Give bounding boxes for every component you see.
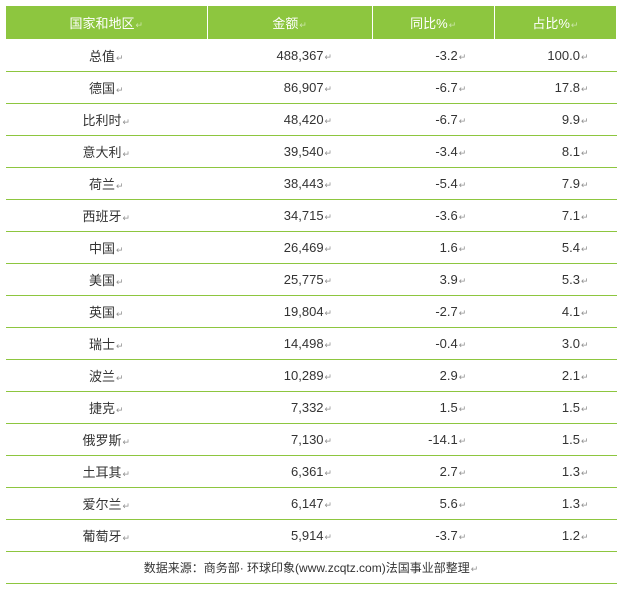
cell: 26,469↵ [207,232,372,264]
cell: 2.1↵ [494,360,616,392]
table-row: 葡萄牙↵5,914↵-3.7↵1.2↵ [6,520,617,552]
cell: 瑞士↵ [6,328,208,360]
cell: 爱尔兰↵ [6,488,208,520]
cell: 波兰↵ [6,360,208,392]
cell: 19,804↵ [207,296,372,328]
cell: 美国↵ [6,264,208,296]
cell: 1.6↵ [372,232,494,264]
cell: 86,907↵ [207,72,372,104]
cell: 1.5↵ [494,424,616,456]
table-row: 荷兰↵38,443↵-5.4↵7.9↵ [6,168,617,200]
table-header: 国家和地区↵金额↵同比%↵占比%↵ [6,6,617,40]
cell: 俄罗斯↵ [6,424,208,456]
cell: 1.3↵ [494,456,616,488]
cell: 中国↵ [6,232,208,264]
cell: 9.9↵ [494,104,616,136]
table-body: 总值↵488,367↵-3.2↵100.0↵德国↵86,907↵-6.7↵17.… [6,40,617,552]
cell: 1.3↵ [494,488,616,520]
table-row: 捷克↵7,332↵1.5↵1.5↵ [6,392,617,424]
cell: 2.7↵ [372,456,494,488]
cell: 5.6↵ [372,488,494,520]
cell: 1.5↵ [372,392,494,424]
cell: -6.7↵ [372,104,494,136]
cell: 38,443↵ [207,168,372,200]
col-header-1: 金额↵ [207,6,372,40]
cell: -6.7↵ [372,72,494,104]
table-row: 美国↵25,775↵3.9↵5.3↵ [6,264,617,296]
table-row: 中国↵26,469↵1.6↵5.4↵ [6,232,617,264]
data-table: 国家和地区↵金额↵同比%↵占比%↵ 总值↵488,367↵-3.2↵100.0↵… [5,5,617,584]
cell: 39,540↵ [207,136,372,168]
cell: 5.3↵ [494,264,616,296]
cell: 西班牙↵ [6,200,208,232]
cell: 7.1↵ [494,200,616,232]
col-header-2: 同比%↵ [372,6,494,40]
cell: 葡萄牙↵ [6,520,208,552]
cell: 4.1↵ [494,296,616,328]
table-row: 波兰↵10,289↵2.9↵2.1↵ [6,360,617,392]
cell: 7.9↵ [494,168,616,200]
cell: 土耳其↵ [6,456,208,488]
table-row: 德国↵86,907↵-6.7↵17.8↵ [6,72,617,104]
cell: 25,775↵ [207,264,372,296]
table-row: 爱尔兰↵6,147↵5.6↵1.3↵ [6,488,617,520]
cell: 意大利↵ [6,136,208,168]
cell: -3.7↵ [372,520,494,552]
table-row: 土耳其↵6,361↵2.7↵1.3↵ [6,456,617,488]
cell: -14.1↵ [372,424,494,456]
table-row: 意大利↵39,540↵-3.4↵8.1↵ [6,136,617,168]
cell: 488,367↵ [207,40,372,72]
table-row: 瑞士↵14,498↵-0.4↵3.0↵ [6,328,617,360]
cell: 100.0↵ [494,40,616,72]
table-row: 比利时↵48,420↵-6.7↵9.9↵ [6,104,617,136]
cell: 1.5↵ [494,392,616,424]
cell: 1.2↵ [494,520,616,552]
cell: 8.1↵ [494,136,616,168]
cell: 3.0↵ [494,328,616,360]
cell: -5.4↵ [372,168,494,200]
cell: -3.2↵ [372,40,494,72]
table-row: 英国↵19,804↵-2.7↵4.1↵ [6,296,617,328]
cell: 总值↵ [6,40,208,72]
cell: -2.7↵ [372,296,494,328]
export-data-table: 国家和地区↵金额↵同比%↵占比%↵ 总值↵488,367↵-3.2↵100.0↵… [5,5,617,584]
cell: -3.4↵ [372,136,494,168]
cell: 捷克↵ [6,392,208,424]
cell: 5.4↵ [494,232,616,264]
cell: -0.4↵ [372,328,494,360]
col-header-3: 占比%↵ [494,6,616,40]
data-source-note: 数据来源：商务部· 环球印象(www.zcqtz.com)法国事业部整理↵ [6,552,617,584]
cell: 比利时↵ [6,104,208,136]
cell: 英国↵ [6,296,208,328]
cell: 6,147↵ [207,488,372,520]
cell: 7,332↵ [207,392,372,424]
table-footer: 数据来源：商务部· 环球印象(www.zcqtz.com)法国事业部整理↵ [6,552,617,584]
cell: 14,498↵ [207,328,372,360]
col-header-0: 国家和地区↵ [6,6,208,40]
table-row: 西班牙↵34,715↵-3.6↵7.1↵ [6,200,617,232]
cell: 10,289↵ [207,360,372,392]
table-row: 俄罗斯↵7,130↵-14.1↵1.5↵ [6,424,617,456]
cell: 5,914↵ [207,520,372,552]
cell: 2.9↵ [372,360,494,392]
cell: 7,130↵ [207,424,372,456]
cell: 48,420↵ [207,104,372,136]
cell: 34,715↵ [207,200,372,232]
cell: 17.8↵ [494,72,616,104]
cell: 德国↵ [6,72,208,104]
cell: -3.6↵ [372,200,494,232]
cell: 荷兰↵ [6,168,208,200]
cell: 6,361↵ [207,456,372,488]
table-row: 总值↵488,367↵-3.2↵100.0↵ [6,40,617,72]
cell: 3.9↵ [372,264,494,296]
